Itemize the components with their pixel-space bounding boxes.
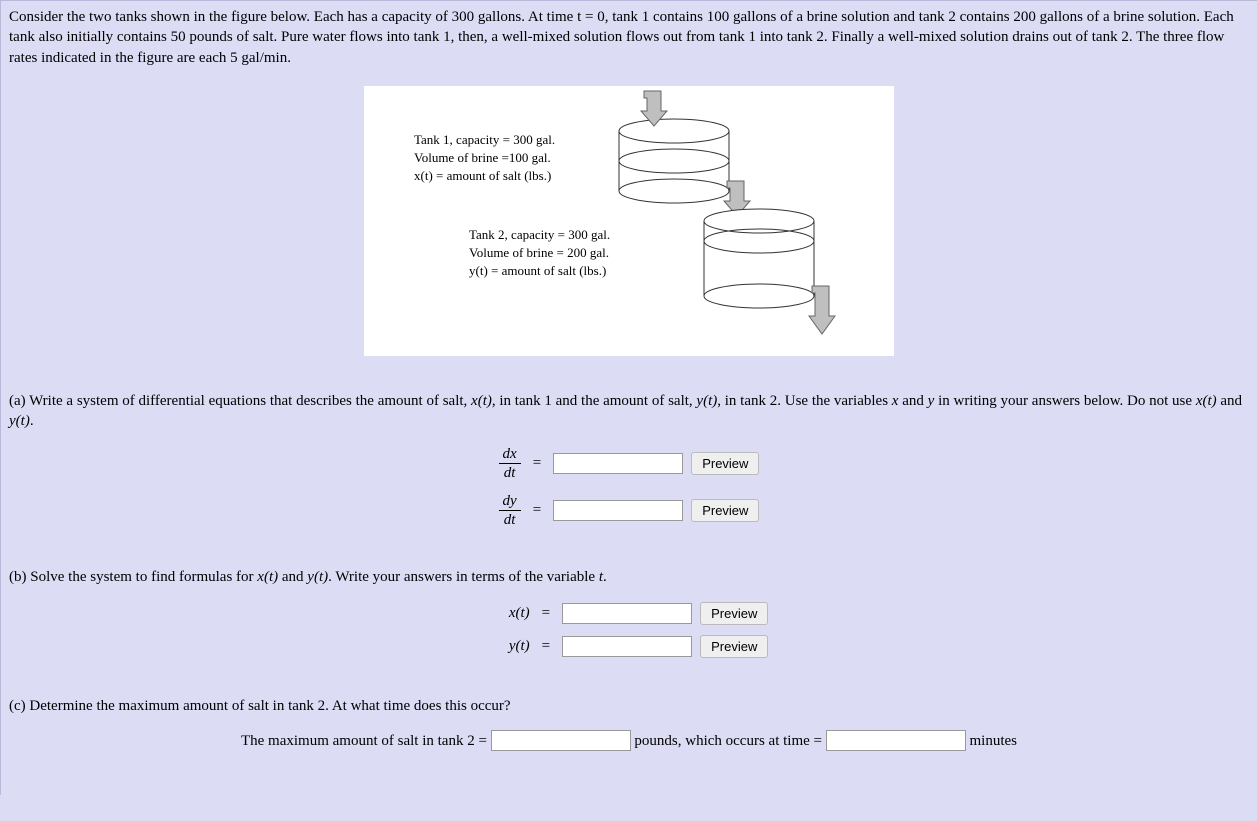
part-a-end: . <box>30 413 34 429</box>
part-a-xt: x(t) <box>471 393 492 409</box>
part-a-mid3: and <box>898 393 927 409</box>
time-label: pounds, which occurs at time = <box>634 733 822 749</box>
max-salt-input[interactable] <box>491 730 631 751</box>
dy-denominator: dt <box>499 511 521 529</box>
part-b-end: . <box>603 569 607 585</box>
dx-numerator: dx <box>499 445 521 464</box>
equals-sign: = <box>533 455 541 472</box>
tank2-shape <box>704 209 814 308</box>
part-b-mid1: and <box>278 569 307 585</box>
flow-out-arrow-icon <box>809 286 835 334</box>
tanks-diagram-svg <box>364 86 894 356</box>
part-b-yt: y(t) <box>307 569 328 585</box>
yt-row: y(t) = Preview <box>9 635 1249 658</box>
problem-container: Consider the two tanks shown in the figu… <box>0 0 1257 795</box>
part-a-mid4: in writing your answers below. Do not us… <box>934 393 1196 409</box>
part-a-mid5: and <box>1217 393 1242 409</box>
preview-button[interactable]: Preview <box>700 635 768 658</box>
dydt-fraction: dy dt <box>499 492 521 529</box>
dxdt-fraction: dx dt <box>499 445 521 482</box>
xt-input[interactable] <box>562 603 692 624</box>
part-a-mid2: , in tank 2. Use the variables <box>717 393 892 409</box>
part-a-yt2: y(t) <box>9 413 30 429</box>
preview-button[interactable]: Preview <box>700 602 768 625</box>
dx-denominator: dt <box>499 464 521 482</box>
part-b-text: (b) Solve the system to find formulas fo… <box>9 567 1249 587</box>
equals-sign: = <box>542 638 550 655</box>
part-c-answer-row: The maximum amount of salt in tank 2 = p… <box>9 730 1249 751</box>
tank1-shape <box>619 119 729 203</box>
dxdt-row: dx dt = Preview <box>9 445 1249 482</box>
max-salt-label: The maximum amount of salt in tank 2 = <box>241 733 487 749</box>
part-b-prefix: (b) Solve the system to find formulas fo… <box>9 569 257 585</box>
yt-label: y(t) <box>490 638 530 655</box>
part-a-mid1: , in tank 1 and the amount of salt, <box>492 393 697 409</box>
minutes-label: minutes <box>970 733 1018 749</box>
dydt-input[interactable] <box>553 500 683 521</box>
dydt-row: dy dt = Preview <box>9 492 1249 529</box>
part-b-xt: x(t) <box>257 569 278 585</box>
preview-button[interactable]: Preview <box>691 452 759 475</box>
part-b-mid2: . Write your answers in terms of the var… <box>328 569 599 585</box>
part-a-yt: y(t) <box>696 393 717 409</box>
figure-box: Tank 1, capacity = 300 gal. Volume of br… <box>364 86 894 356</box>
time-input[interactable] <box>826 730 966 751</box>
part-a-xt2: x(t) <box>1196 393 1217 409</box>
xt-row: x(t) = Preview <box>9 602 1249 625</box>
xt-label: x(t) <box>490 605 530 622</box>
dxdt-input[interactable] <box>553 453 683 474</box>
part-a-text: (a) Write a system of differential equat… <box>9 391 1249 432</box>
figure-wrapper: Tank 1, capacity = 300 gal. Volume of br… <box>9 86 1249 361</box>
dy-numerator: dy <box>499 492 521 511</box>
part-a-prefix: (a) Write a system of differential equat… <box>9 393 471 409</box>
preview-button[interactable]: Preview <box>691 499 759 522</box>
yt-input[interactable] <box>562 636 692 657</box>
equals-sign: = <box>533 502 541 519</box>
part-c-text: (c) Determine the maximum amount of salt… <box>9 696 1249 716</box>
problem-intro-text: Consider the two tanks shown in the figu… <box>9 7 1249 68</box>
equals-sign: = <box>542 605 550 622</box>
